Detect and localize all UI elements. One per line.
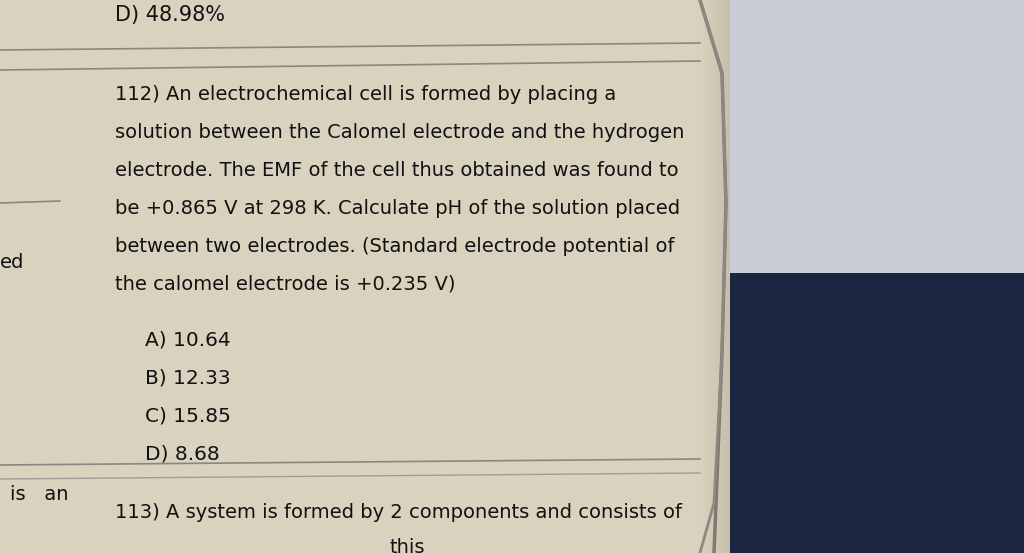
Text: 112) An electrochemical cell is formed by placing a: 112) An electrochemical cell is formed b… [115,85,616,104]
Text: ed: ed [0,253,25,272]
Text: electrode. The EMF of the cell thus obtained was found to: electrode. The EMF of the cell thus obta… [115,161,679,180]
Text: C) 15.85: C) 15.85 [145,407,230,426]
Text: D) 8.68: D) 8.68 [145,445,220,464]
Text: between two electrodes. (Standard electrode potential of: between two electrodes. (Standard electr… [115,237,675,256]
Text: A) 10.64: A) 10.64 [145,331,230,350]
Text: the calomel electrode is +0.235 V): the calomel electrode is +0.235 V) [115,275,456,294]
FancyBboxPatch shape [730,273,1024,553]
Text: B) 12.33: B) 12.33 [145,369,230,388]
Text: this: this [390,538,426,553]
FancyBboxPatch shape [0,0,730,553]
Text: D) 48.98%: D) 48.98% [115,5,225,25]
Text: solution between the Calomel electrode and the hydrogen: solution between the Calomel electrode a… [115,123,684,142]
Text: is   an: is an [10,485,69,504]
Text: 113) A system is formed by 2 components and consists of: 113) A system is formed by 2 components … [115,503,682,522]
Text: be +0.865 V at 298 K. Calculate pH of the solution placed: be +0.865 V at 298 K. Calculate pH of th… [115,199,680,218]
FancyBboxPatch shape [730,0,1024,333]
